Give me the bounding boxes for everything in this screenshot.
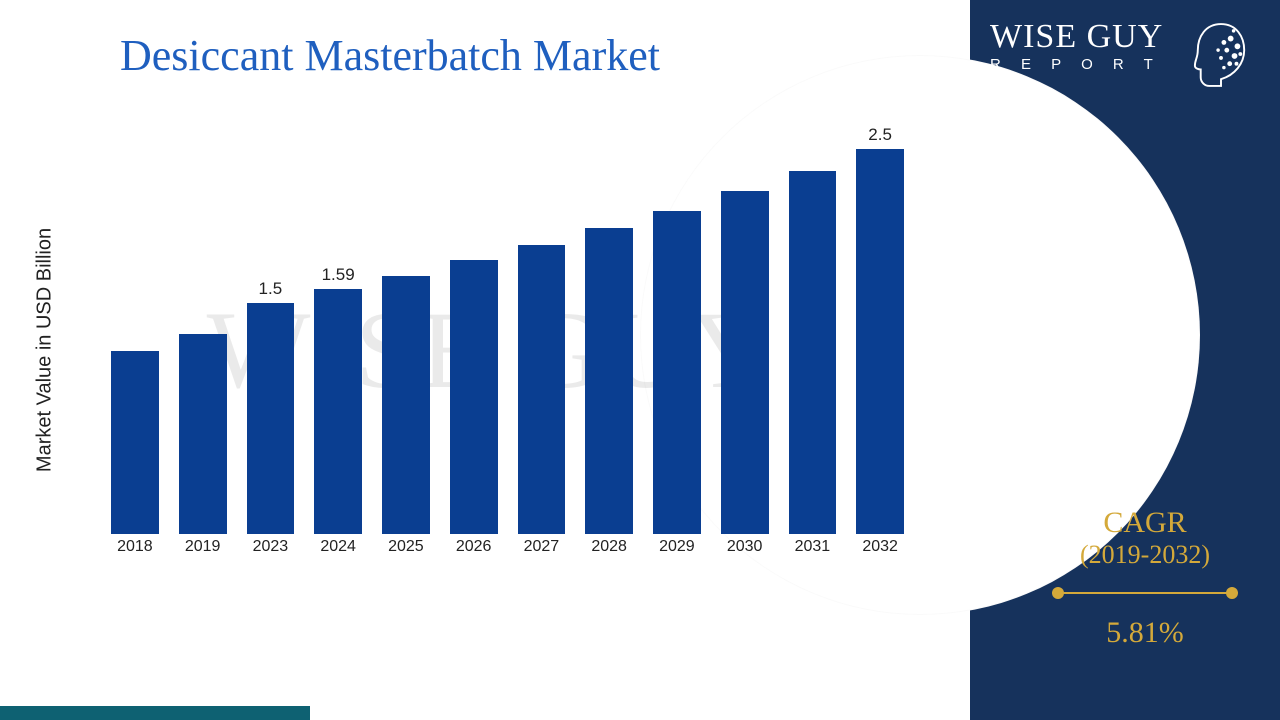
bar-value-label: 1.59 (322, 265, 355, 285)
bar-wrap (653, 187, 701, 534)
x-tick-label: 2031 (789, 538, 837, 556)
brand-logo-line2: R E P O R T S (990, 56, 1184, 90)
x-tick-label: 2027 (518, 538, 566, 556)
x-tick-label: 2029 (653, 538, 701, 556)
bar-wrap: 1.59 (314, 265, 362, 534)
brand-logo-text: WISE GUY R E P O R T S (990, 20, 1184, 90)
bar-value-label: 1.5 (259, 279, 283, 299)
bottom-accent-bar (0, 706, 310, 720)
page: WISE GUY R E P O R T S Desiccant Masterb… (0, 0, 1280, 720)
brand-logo-line1: WISE GUY (990, 20, 1184, 54)
bar (856, 149, 904, 534)
y-axis-label: Market Value in USD Billion (34, 228, 57, 472)
x-tick-label: 2028 (585, 538, 633, 556)
cagr-value: 5.81% (1040, 616, 1250, 650)
bar-wrap (585, 204, 633, 534)
bar-wrap: 2.5 (856, 125, 904, 534)
x-tick-label: 2025 (382, 538, 430, 556)
bar (721, 191, 769, 534)
x-tick-label: 2024 (314, 538, 362, 556)
x-axis-ticks: 2018 2019 2023 2024 2025 2026 2027 2028 2029 2030… (105, 538, 910, 556)
cagr-divider (1058, 592, 1232, 594)
cagr-block: CAGR (2019-2032) 5.81% (1040, 506, 1250, 650)
x-tick-label: 2026 (450, 538, 498, 556)
x-tick-label: 2030 (721, 538, 769, 556)
x-tick-label: 2019 (179, 538, 227, 556)
chart-plot-area: 1.51.592.5 (105, 135, 910, 535)
x-tick-label: 2032 (856, 538, 904, 556)
bar-wrap (382, 252, 430, 534)
cagr-range: (2019-2032) (1040, 540, 1250, 570)
bar-wrap (518, 221, 566, 534)
bar-value-label: 2.5 (868, 125, 892, 145)
bar-wrap (789, 147, 837, 534)
bar-chart: Market Value in USD Billion 1.51.592.5 2… (60, 135, 910, 565)
bar-wrap: 1.5 (247, 279, 295, 534)
bar (179, 334, 227, 534)
brand-logo: WISE GUY R E P O R T S (990, 20, 1250, 90)
bar-wrap (111, 327, 159, 534)
bar (247, 303, 295, 534)
bar (518, 245, 566, 534)
bar-wrap (721, 167, 769, 534)
bar-wrap (450, 236, 498, 534)
bar (314, 289, 362, 534)
bar (111, 351, 159, 534)
ai-head-icon (1192, 20, 1250, 90)
chart-title: Desiccant Masterbatch Market (120, 30, 660, 81)
bar-wrap (179, 310, 227, 534)
cagr-label: CAGR (1040, 506, 1250, 540)
bar (653, 211, 701, 534)
x-tick-label: 2018 (111, 538, 159, 556)
bar (450, 260, 498, 534)
bar (585, 228, 633, 534)
x-tick-label: 2023 (247, 538, 295, 556)
bar (382, 276, 430, 534)
bar (789, 171, 837, 534)
